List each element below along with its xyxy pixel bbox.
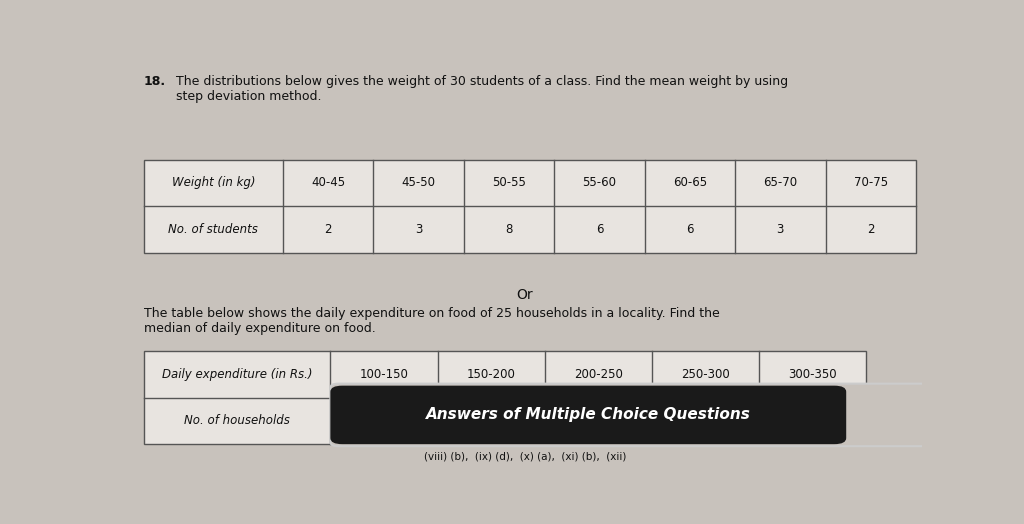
Text: 18.: 18. xyxy=(143,75,166,88)
Text: 40-45: 40-45 xyxy=(311,177,345,189)
FancyBboxPatch shape xyxy=(331,386,846,444)
Bar xyxy=(143,160,916,253)
FancyBboxPatch shape xyxy=(331,384,949,446)
Text: 60-65: 60-65 xyxy=(673,177,707,189)
Text: 65-70: 65-70 xyxy=(763,177,798,189)
Text: 12: 12 xyxy=(591,414,606,428)
Text: 2: 2 xyxy=(701,414,709,428)
Text: 8: 8 xyxy=(505,223,513,236)
Text: The table below shows the daily expenditure on food of 25 households in a locali: The table below shows the daily expendit… xyxy=(143,307,720,335)
Text: Weight (in kg): Weight (in kg) xyxy=(172,177,255,189)
Text: 250-300: 250-300 xyxy=(681,368,730,381)
Text: The distributions below gives the weight of 30 students of a class. Find the mea: The distributions below gives the weight… xyxy=(176,75,787,103)
Text: 45-50: 45-50 xyxy=(401,177,435,189)
Text: Or: Or xyxy=(516,288,534,302)
Text: (viii) (b),  (ix) (d),  (x) (a),  (xi) (b),  (xii): (viii) (b), (ix) (d), (x) (a), (xi) (b),… xyxy=(424,451,626,461)
Text: 3: 3 xyxy=(776,223,784,236)
Text: 200-250: 200-250 xyxy=(573,368,623,381)
Text: 300-350: 300-350 xyxy=(788,368,837,381)
Text: Answers of Multiple Choice Questions: Answers of Multiple Choice Questions xyxy=(426,408,751,422)
Text: Daily expenditure (in Rs.): Daily expenditure (in Rs.) xyxy=(162,368,312,381)
Text: 4: 4 xyxy=(380,414,388,428)
Text: 5: 5 xyxy=(487,414,495,428)
Text: 150-200: 150-200 xyxy=(467,368,515,381)
Text: 2: 2 xyxy=(809,414,816,428)
Text: 100-150: 100-150 xyxy=(359,368,409,381)
Text: 55-60: 55-60 xyxy=(583,177,616,189)
Text: 50-55: 50-55 xyxy=(492,177,526,189)
Text: 70-75: 70-75 xyxy=(854,177,888,189)
Bar xyxy=(143,352,866,444)
Text: 6: 6 xyxy=(686,223,693,236)
Text: No. of students: No. of students xyxy=(168,223,258,236)
Text: 3: 3 xyxy=(415,223,422,236)
Text: 2: 2 xyxy=(325,223,332,236)
Text: No. of households: No. of households xyxy=(184,414,290,428)
Text: 2: 2 xyxy=(867,223,874,236)
Text: 6: 6 xyxy=(596,223,603,236)
